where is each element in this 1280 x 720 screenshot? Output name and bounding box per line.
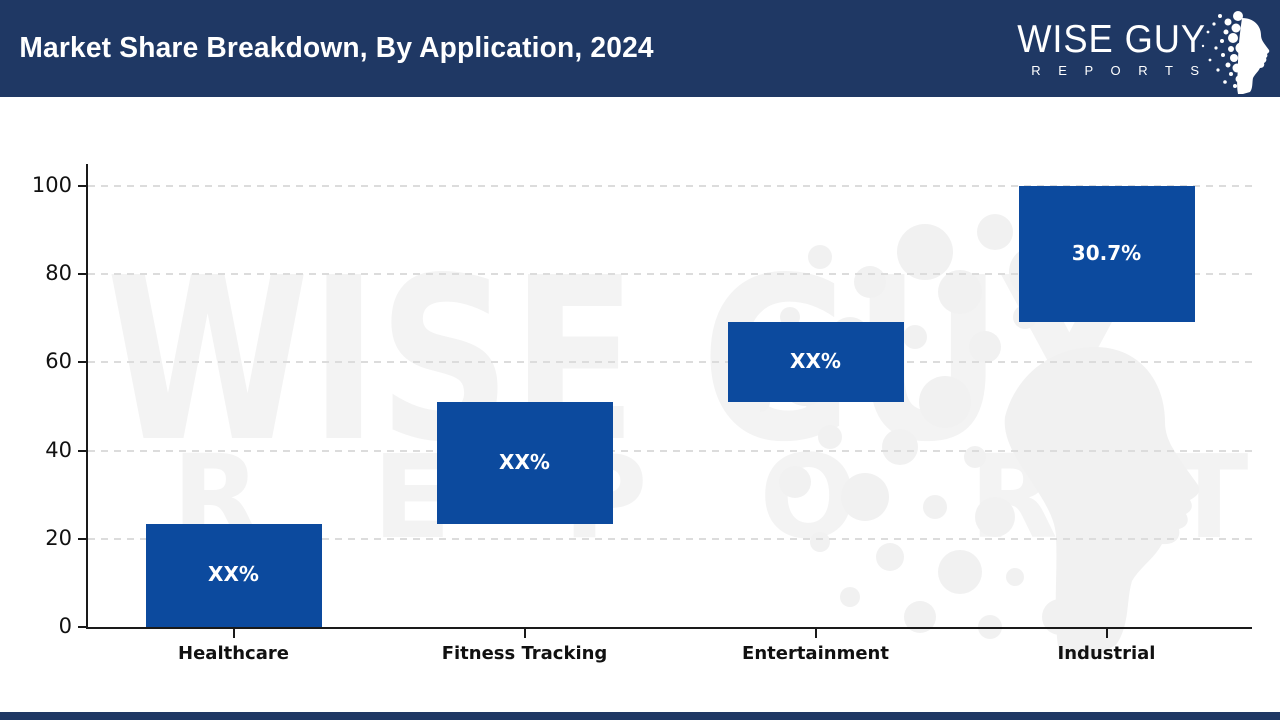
bar-value-label: XX% (208, 562, 259, 587)
y-axis-tick (78, 273, 87, 276)
x-tick-label: Fitness Tracking (441, 642, 608, 664)
bar-healthcare (145, 524, 322, 627)
brand-logo-text: WISE GUY R E P O R T S (1003, 20, 1206, 78)
dotted-face-icon (1201, 11, 1270, 94)
y-tick-label: 100 (31, 173, 72, 198)
bar-value-label: XX% (790, 348, 841, 373)
y-axis-tick (78, 449, 87, 452)
y-tick-label: 40 (45, 437, 72, 462)
bar-fitness-tracking (436, 401, 613, 525)
y-tick-label: 0 (58, 613, 72, 638)
footer-bar (0, 712, 1280, 720)
x-tick-label: Healthcare (178, 642, 289, 664)
y-axis-tick (78, 185, 87, 188)
y-axis-line (86, 164, 88, 629)
chart-canvas: WISE GUY R E P O R T S 020406080100XX%He… (0, 97, 1280, 712)
x-tick-label: Entertainment (742, 642, 889, 664)
brand-name: WISE GUY (1017, 18, 1206, 61)
gridline-y80 (88, 273, 1252, 276)
brand-subname: R E P O R T S (1031, 63, 1206, 78)
x-axis-tick (1105, 628, 1108, 638)
plot-area: 0 20 40 60 80 100 XX% Healthcare XX% Fitness Trac… (0, 97, 1280, 712)
y-tick-label: 80 (45, 261, 72, 286)
y-axis-tick (78, 625, 87, 628)
x-axis-tick (523, 628, 526, 638)
bar-value-label: XX% (499, 449, 550, 474)
gridline-y20 (88, 537, 1252, 540)
page-title: Market Share Breakdown, By Application, … (19, 32, 654, 64)
x-axis-line (86, 626, 1252, 630)
x-axis-tick (232, 628, 235, 638)
header-bar: Market Share Breakdown, By Application, … (0, 0, 1280, 97)
gridline-y40 (88, 449, 1252, 452)
brand-logo: WISE GUY R E P O R T S (1017, 6, 1272, 94)
y-tick-label: 60 (45, 349, 72, 374)
y-axis-tick (78, 361, 87, 364)
x-axis-tick (814, 628, 817, 638)
y-axis-tick (78, 537, 87, 540)
x-tick-label: Industrial (1057, 642, 1156, 664)
gridline-y60 (88, 361, 1252, 364)
bar-value-label: 30.7% (1071, 240, 1142, 265)
gridline-y100 (88, 185, 1252, 188)
y-tick-label: 20 (45, 525, 72, 550)
